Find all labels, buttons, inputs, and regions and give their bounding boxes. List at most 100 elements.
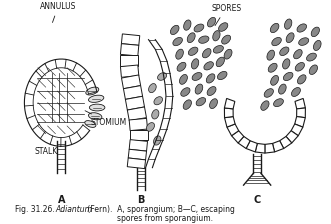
Ellipse shape <box>187 33 195 43</box>
Polygon shape <box>127 158 146 169</box>
Ellipse shape <box>313 40 321 50</box>
Ellipse shape <box>268 63 277 72</box>
Text: (Fern).  A, sporangium; B—C, escaping: (Fern). A, sporangium; B—C, escaping <box>84 205 234 214</box>
Polygon shape <box>238 136 250 149</box>
Ellipse shape <box>149 84 156 93</box>
Ellipse shape <box>285 19 292 29</box>
Polygon shape <box>123 86 143 99</box>
Polygon shape <box>280 136 292 149</box>
Ellipse shape <box>267 50 274 60</box>
Ellipse shape <box>272 37 281 46</box>
Text: A: A <box>58 195 65 205</box>
Ellipse shape <box>307 53 316 61</box>
Ellipse shape <box>194 24 204 32</box>
Ellipse shape <box>283 59 290 69</box>
Polygon shape <box>286 131 298 143</box>
Ellipse shape <box>176 49 183 59</box>
Polygon shape <box>291 124 303 136</box>
Polygon shape <box>127 107 146 121</box>
Polygon shape <box>255 143 265 153</box>
Ellipse shape <box>224 49 232 59</box>
Polygon shape <box>297 108 306 118</box>
Polygon shape <box>246 141 257 152</box>
Polygon shape <box>120 65 139 77</box>
Ellipse shape <box>195 84 203 94</box>
Ellipse shape <box>311 27 319 37</box>
Ellipse shape <box>170 25 179 34</box>
Polygon shape <box>120 44 139 56</box>
Ellipse shape <box>210 99 217 109</box>
Text: spores from sporangium.: spores from sporangium. <box>117 214 213 223</box>
Ellipse shape <box>158 73 166 80</box>
Polygon shape <box>121 34 140 45</box>
Ellipse shape <box>86 87 99 95</box>
Polygon shape <box>130 130 148 140</box>
Text: Fig. 31.26.: Fig. 31.26. <box>15 205 57 214</box>
Ellipse shape <box>218 23 228 31</box>
Ellipse shape <box>191 59 199 69</box>
Ellipse shape <box>173 37 182 46</box>
Text: STOMIUM: STOMIUM <box>85 111 126 127</box>
Ellipse shape <box>179 74 187 84</box>
Ellipse shape <box>294 50 302 59</box>
Ellipse shape <box>273 99 283 107</box>
Polygon shape <box>295 116 305 127</box>
Ellipse shape <box>154 97 163 105</box>
Ellipse shape <box>279 84 286 94</box>
Ellipse shape <box>271 75 279 85</box>
Ellipse shape <box>280 47 289 56</box>
Ellipse shape <box>177 62 186 71</box>
Ellipse shape <box>88 95 104 102</box>
Text: SPORES: SPORES <box>211 4 241 26</box>
Text: C: C <box>254 195 261 205</box>
Ellipse shape <box>295 62 305 71</box>
Text: ANNULUS: ANNULUS <box>40 2 76 22</box>
Polygon shape <box>224 98 235 109</box>
Ellipse shape <box>204 62 213 70</box>
Ellipse shape <box>88 113 102 120</box>
Polygon shape <box>121 75 141 89</box>
Polygon shape <box>265 143 275 153</box>
Ellipse shape <box>297 24 307 32</box>
Ellipse shape <box>206 74 215 83</box>
Polygon shape <box>129 140 148 151</box>
Ellipse shape <box>183 100 191 109</box>
Ellipse shape <box>184 20 191 30</box>
Polygon shape <box>295 98 306 109</box>
Ellipse shape <box>264 89 273 97</box>
Ellipse shape <box>85 121 96 127</box>
Ellipse shape <box>203 49 211 58</box>
Ellipse shape <box>270 23 279 33</box>
Ellipse shape <box>217 71 227 80</box>
Polygon shape <box>272 141 284 152</box>
Ellipse shape <box>292 88 301 97</box>
Ellipse shape <box>283 72 293 81</box>
Polygon shape <box>232 131 244 143</box>
Text: STALK: STALK <box>34 146 61 156</box>
Ellipse shape <box>298 75 306 84</box>
Ellipse shape <box>192 73 202 80</box>
Polygon shape <box>224 108 233 118</box>
Ellipse shape <box>222 35 231 44</box>
Ellipse shape <box>199 36 209 43</box>
Ellipse shape <box>309 65 317 75</box>
Polygon shape <box>128 149 147 160</box>
Ellipse shape <box>188 47 198 55</box>
Ellipse shape <box>196 98 206 106</box>
Text: Adiantum: Adiantum <box>55 205 92 214</box>
Ellipse shape <box>216 57 224 67</box>
Ellipse shape <box>89 104 105 111</box>
Ellipse shape <box>152 110 159 119</box>
Polygon shape <box>120 55 138 66</box>
Ellipse shape <box>207 86 216 95</box>
Ellipse shape <box>146 123 155 131</box>
Ellipse shape <box>286 33 294 43</box>
Polygon shape <box>125 96 145 110</box>
Polygon shape <box>129 118 148 131</box>
Ellipse shape <box>154 136 161 145</box>
Ellipse shape <box>261 101 269 110</box>
Polygon shape <box>224 116 235 127</box>
Ellipse shape <box>299 38 309 45</box>
Ellipse shape <box>181 88 190 96</box>
Ellipse shape <box>208 17 216 27</box>
